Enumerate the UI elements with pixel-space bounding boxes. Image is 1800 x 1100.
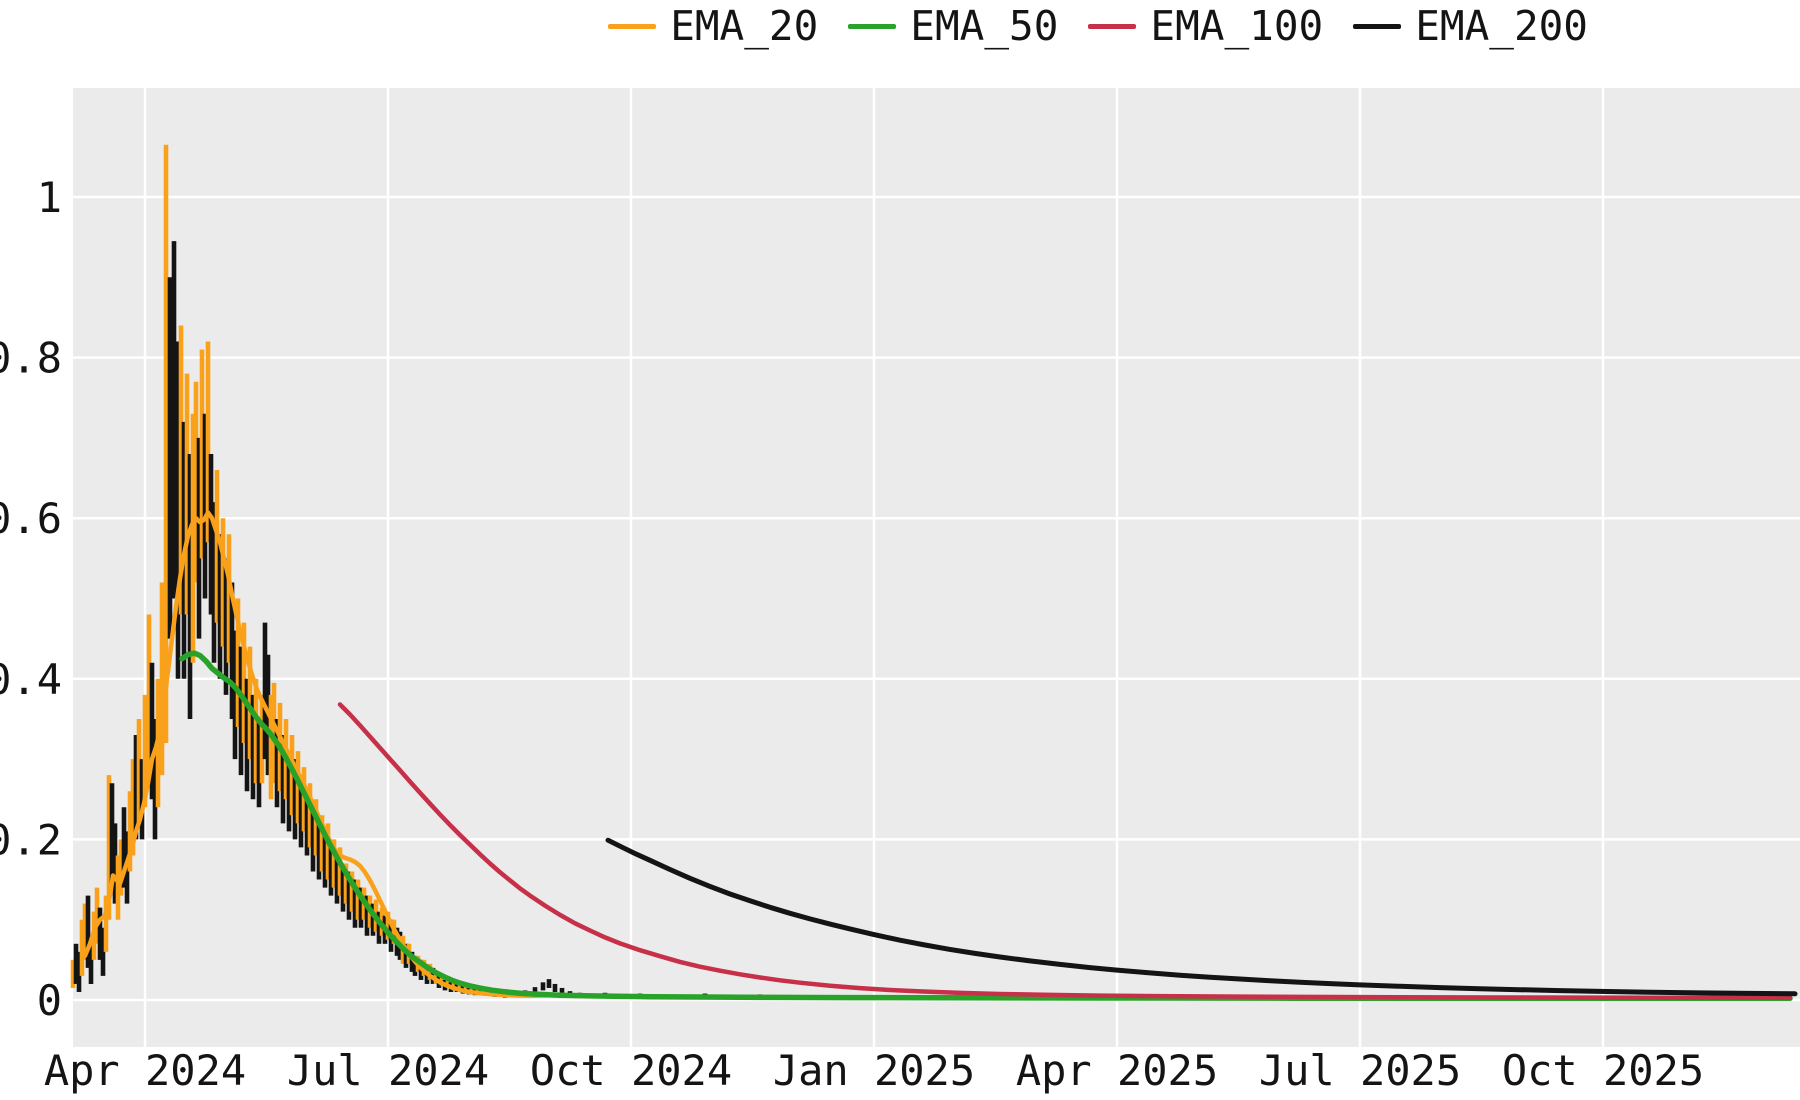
legend-line-swatch-green [848,24,897,30]
legend-line-swatch-crimson [1088,24,1137,30]
legend-line-swatch-black [1353,24,1402,30]
y-tick-label: 0 [37,976,62,1025]
x-tick-label: Jul 2024 [287,1046,489,1095]
x-tick-label: Jan 2025 [773,1046,975,1095]
x-tick-label: Apr 2025 [1016,1046,1218,1095]
series-line-ema_100 [337,702,1793,1001]
y-tick-label: 0.8 [0,334,62,383]
legend-item-ema-200: EMA_200 [1353,2,1588,50]
plot-background [73,88,1800,1047]
legend-line-swatch-orange [608,24,657,30]
x-tick-label: Apr 2024 [44,1046,246,1095]
legend: EMA_20 EMA_50 EMA_100 EMA_200 [608,2,1588,50]
y-tick-label: 1 [37,173,62,222]
series-line-ema_50 [179,650,1793,1002]
x-tick-label: Oct 2024 [530,1046,732,1095]
x-tick-label: Oct 2025 [1502,1046,1704,1095]
legend-item-ema-50: EMA_50 [848,2,1059,50]
y-tick-label: 0.6 [0,494,62,543]
series-line-ema_20 [82,510,1793,1001]
legend-label: EMA_200 [1415,2,1588,50]
legend-label: EMA_100 [1150,2,1324,50]
x-tick-label: Jul 2025 [1259,1046,1461,1095]
legend-item-ema-100: EMA_100 [1088,2,1324,50]
y-tick-label: 0.2 [0,815,62,864]
series-line-ema_200 [605,837,1798,997]
legend-label: EMA_50 [910,2,1059,50]
legend-label: EMA_20 [670,2,819,50]
y-tick-label: 0.4 [0,655,62,704]
legend-item-ema-20: EMA_20 [608,2,819,50]
